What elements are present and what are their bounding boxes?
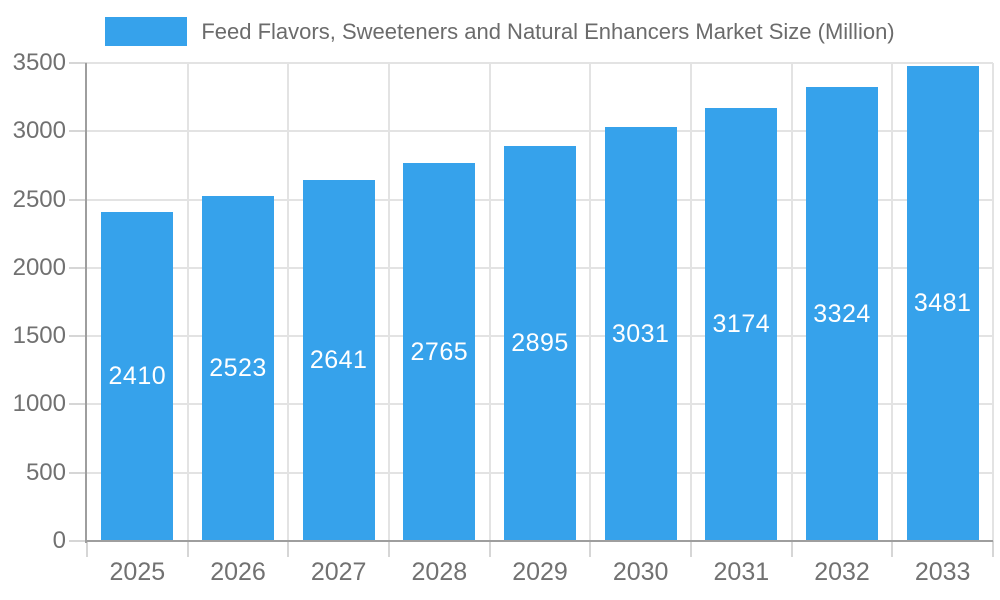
bar-value-label: 2641 <box>309 346 368 375</box>
x-gridline <box>992 63 994 541</box>
y-gridline <box>87 130 993 133</box>
bar-2032[interactable]: 3324 <box>806 87 878 541</box>
x-axis-label: 2030 <box>612 558 669 586</box>
chart-title: Feed Flavors, Sweeteners and Natural Enh… <box>201 19 895 44</box>
y-axis-tick <box>69 266 87 269</box>
x-axis-tick <box>589 541 592 557</box>
bar-value-label: 2895 <box>511 328 569 357</box>
bar-2026[interactable]: 2523 <box>202 196 274 541</box>
x-axis-label: 2028 <box>411 558 468 586</box>
x-axis-label: 2025 <box>109 558 166 586</box>
y-axis-label: 500 <box>25 458 66 486</box>
x-gridline <box>690 63 692 541</box>
bar-value-label: 2523 <box>209 354 267 383</box>
x-axis-label: 2026 <box>210 558 266 586</box>
x-gridline <box>186 63 189 541</box>
y-axis-tick <box>69 471 87 474</box>
x-axis-label: 2033 <box>914 558 971 586</box>
bar-2025[interactable]: 2410 <box>101 211 174 541</box>
bar-value-label: 3174 <box>712 309 771 338</box>
y-axis-tick <box>69 130 87 133</box>
x-gridline <box>287 63 290 541</box>
x-axis-label: 2029 <box>512 558 568 586</box>
x-axis-tick <box>891 541 894 557</box>
bar-value-label: 2765 <box>410 337 469 366</box>
x-axis-tick <box>488 541 491 557</box>
y-axis-line <box>85 63 87 543</box>
bar-2030[interactable]: 3031 <box>604 127 677 541</box>
bar-2028[interactable]: 2765 <box>403 163 476 541</box>
x-gridline <box>790 63 793 541</box>
legend-item[interactable]: Feed Flavors, Sweeteners and Natural Enh… <box>0 17 1000 46</box>
x-axis-tick <box>992 541 994 557</box>
x-axis-label: 2031 <box>713 558 770 586</box>
y-axis-tick <box>69 335 87 338</box>
y-gridline <box>87 62 993 64</box>
y-axis-label: 1500 <box>12 322 66 350</box>
x-axis-tick <box>690 541 692 557</box>
y-axis-tick <box>69 62 87 64</box>
legend-swatch <box>105 17 188 46</box>
bar-2031[interactable]: 3174 <box>705 107 778 541</box>
x-axis-tick <box>790 541 793 557</box>
y-axis-tick <box>69 540 87 542</box>
x-gridline <box>891 63 894 541</box>
bar-value-label: 3481 <box>913 288 972 317</box>
x-axis-label: 2027 <box>310 558 367 586</box>
x-gridline <box>589 63 592 541</box>
y-axis-label: 3000 <box>12 117 66 145</box>
x-axis-tick <box>388 541 390 557</box>
bar-value-label: 3324 <box>813 299 871 328</box>
bar-value-label: 2410 <box>108 361 167 390</box>
y-axis-tick <box>69 198 87 201</box>
y-axis-label: 1000 <box>12 390 66 418</box>
bar-2027[interactable]: 2641 <box>302 180 375 541</box>
x-axis-line <box>85 540 993 542</box>
y-axis-label: 2000 <box>12 253 66 281</box>
x-axis-tick <box>186 541 189 557</box>
x-gridline <box>388 63 390 541</box>
x-axis-tick <box>287 541 290 557</box>
x-gridline <box>488 63 491 541</box>
y-axis-label: 0 <box>52 527 66 554</box>
x-axis-label: 2032 <box>814 558 870 586</box>
y-axis-label: 2500 <box>12 185 66 213</box>
y-axis-label: 3500 <box>12 49 66 76</box>
bar-value-label: 3031 <box>611 319 670 348</box>
y-axis-tick <box>69 403 87 406</box>
x-axis-tick <box>86 541 88 557</box>
bar-2033[interactable]: 3481 <box>906 65 979 541</box>
bar-2029[interactable]: 2895 <box>504 145 576 541</box>
